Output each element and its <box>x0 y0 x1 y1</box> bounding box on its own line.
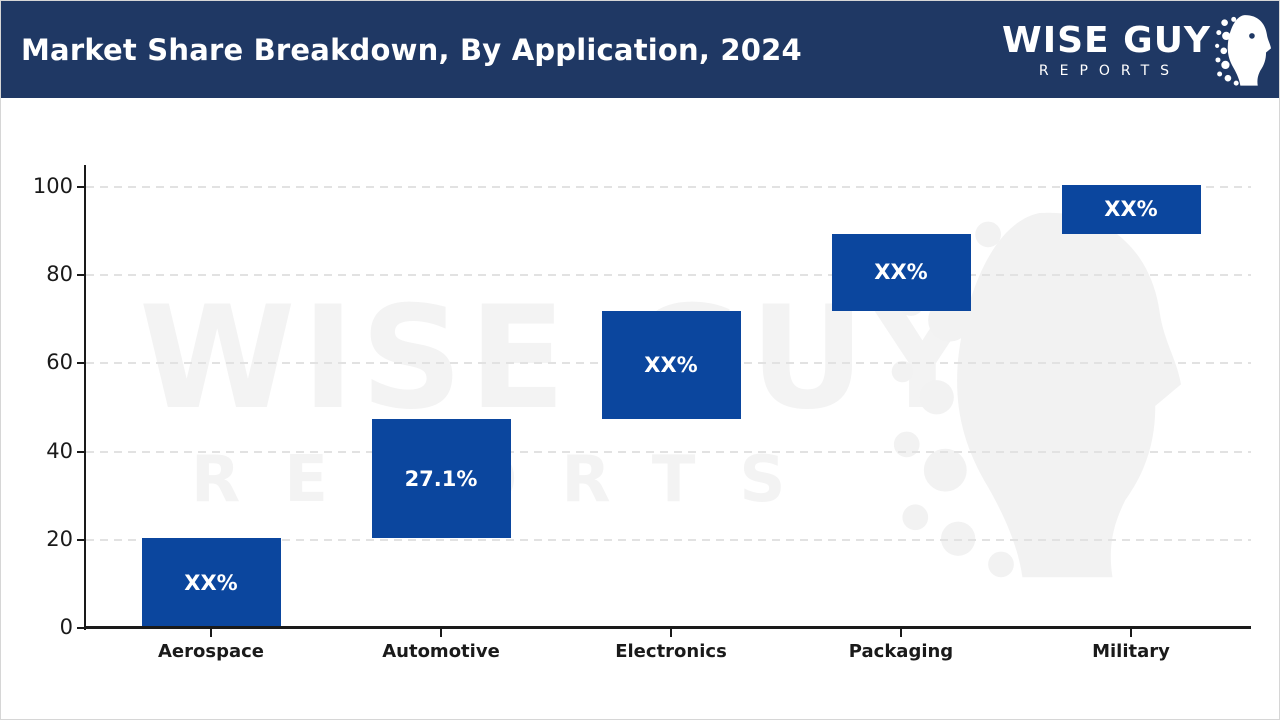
bar-value-label: XX% <box>874 260 928 285</box>
gridline <box>86 274 1251 277</box>
bar-electronics: XX% <box>601 310 741 419</box>
x-category-label: Military <box>1092 641 1170 662</box>
bar-value-label: XX% <box>644 352 698 377</box>
logo: WISE GUY REPORTS <box>1002 6 1271 94</box>
x-tick <box>440 629 442 637</box>
x-tick <box>1130 629 1132 637</box>
y-tick-label: 40 <box>46 438 73 463</box>
y-axis-line <box>84 165 86 630</box>
watermark-wordmark: WISE GUY <box>139 276 980 441</box>
bar-packaging: XX% <box>831 233 971 311</box>
y-tick <box>77 186 86 188</box>
y-tick <box>77 362 86 365</box>
x-category-label: Automotive <box>382 641 500 662</box>
y-tick <box>77 538 86 541</box>
x-tick <box>670 629 672 637</box>
bar-aerospace: XX% <box>141 538 281 628</box>
y-tick-label: 100 <box>32 174 73 198</box>
y-tick-label: 20 <box>46 526 73 551</box>
page-title: Market Share Breakdown, By Application, … <box>21 32 802 67</box>
y-tick <box>77 274 86 277</box>
y-tick <box>77 450 86 453</box>
x-category-label: Aerospace <box>157 641 264 662</box>
logo-wordmark: WISE GUY <box>1001 19 1211 61</box>
x-tick <box>210 629 212 637</box>
y-tick-label: 0 <box>59 615 73 639</box>
chart-area: WISE GUY REPORTS 020406080100XX%Aerospac… <box>1 98 1279 719</box>
gridline <box>86 538 1251 541</box>
logo-subtitle: REPORTS <box>1038 62 1181 79</box>
x-category-label: Packaging <box>848 641 954 662</box>
x-tick <box>900 629 902 637</box>
bar-military: XX% <box>1061 185 1201 234</box>
bar-value-label: XX% <box>184 571 238 596</box>
y-tick-label: 60 <box>46 350 73 375</box>
bar-value-label: XX% <box>1104 197 1158 222</box>
y-tick-label: 80 <box>46 262 73 287</box>
bar-automotive: 27.1% <box>371 418 511 539</box>
bar-value-label: 27.1% <box>404 466 478 491</box>
logo-text: WISE GUY REPORTS <box>1001 19 1211 79</box>
gridline <box>86 186 1251 188</box>
header-bar: Market Share Breakdown, By Application, … <box>1 1 1279 98</box>
x-category-label: Electronics <box>615 641 727 662</box>
y-tick <box>77 627 86 629</box>
gridline <box>86 450 1251 453</box>
x-axis-line <box>84 626 1251 629</box>
logo-face-icon <box>1215 15 1271 86</box>
